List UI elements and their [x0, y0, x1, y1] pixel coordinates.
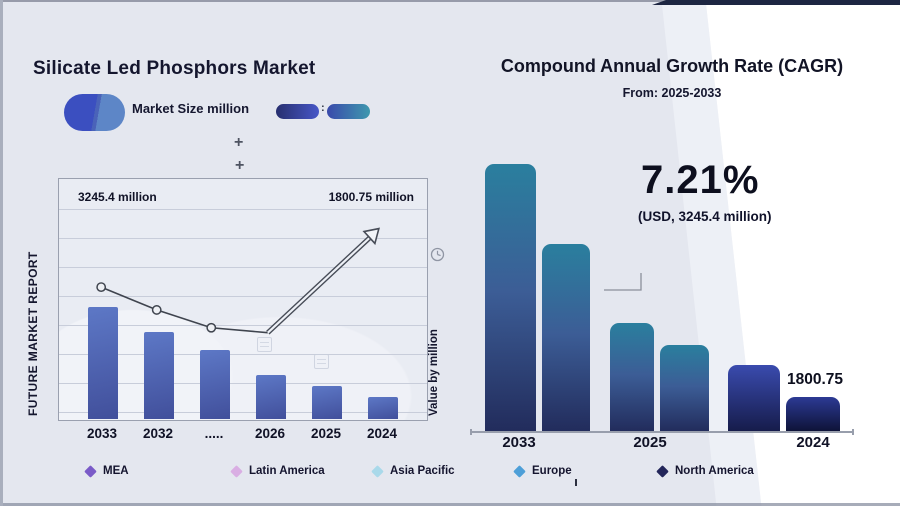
market-size-x-axis: 2033 2032..... 2026 2025 2024 — [58, 426, 428, 444]
plus-decoration-1: + — [234, 134, 244, 151]
x-label-2033: 2033 — [86, 426, 118, 441]
ratio-colon: : — [321, 102, 325, 114]
legend-item-asia-pacific: Asia Pacific — [371, 464, 455, 478]
cagr-axis-line — [470, 429, 854, 435]
market-size-chart: 3245.4 million 1800.75 million — [58, 178, 428, 421]
callout-corner-line — [604, 273, 642, 291]
gridline — [59, 325, 427, 326]
right-vertical-axis-label: Value by million — [428, 329, 440, 416]
region-legend: MEA Latin America Asia Pacific Europe North … — [0, 462, 900, 488]
legend-diamond-icon — [84, 464, 97, 478]
legend-label: North America — [675, 465, 754, 477]
legend-diamond-icon — [513, 464, 526, 478]
market-bar-2026 — [256, 375, 286, 419]
plus-decoration-2: + — [235, 157, 245, 174]
cagr-x-label-2025: 2025 — [633, 434, 667, 451]
end-value-label: 1800.75 million — [328, 190, 414, 204]
legend-item-latin-america: Latin America — [230, 464, 325, 478]
legend-item-mea: MEA — [84, 464, 129, 478]
market-size-label: Market Size million — [132, 101, 250, 116]
cagr-bar-2024-1 — [728, 365, 780, 431]
left-edge-line — [0, 0, 3, 506]
x-label-.....: ..... — [204, 426, 224, 441]
cagr-bar-2025-1 — [610, 323, 654, 431]
top-edge-line — [0, 0, 900, 2]
start-value-label: 3245.4 million — [78, 190, 157, 204]
legend-label: Asia Pacific — [390, 465, 455, 477]
cagr-bar-2025-2 — [660, 345, 709, 431]
clock-icon — [430, 247, 445, 262]
gridline — [59, 383, 427, 384]
legend-diamond-icon — [371, 464, 384, 478]
legend-label: Latin America — [249, 465, 325, 477]
market-size-pill-icon — [64, 94, 125, 131]
ratio-pill-right-icon — [327, 104, 370, 119]
gridline — [59, 412, 427, 413]
legend-diamond-icon — [230, 464, 243, 478]
legend-label: MEA — [103, 465, 129, 477]
x-label-2025: 2025 — [310, 426, 342, 441]
market-bar-2025 — [312, 386, 342, 419]
gridline — [59, 296, 427, 297]
gridline — [59, 354, 427, 355]
cagr-bar-2033-1 — [485, 164, 536, 431]
gridline — [59, 209, 427, 210]
bottom-tick-mark — [575, 479, 577, 486]
top-right-dark-strip — [652, 0, 900, 5]
gridline — [59, 238, 427, 239]
market-bar-2024 — [368, 397, 398, 419]
watermark-grid-icon — [257, 337, 272, 352]
market-bar-..... — [200, 350, 230, 419]
legend-label: Europe — [532, 465, 572, 477]
cagr-x-label-2024: 2024 — [796, 434, 830, 451]
gridline — [59, 267, 427, 268]
cagr-value: 7.21% — [641, 158, 760, 202]
ratio-pill-left-icon — [276, 104, 319, 119]
market-bar-2033 — [88, 307, 118, 419]
cagr-note: (USD, 3245.4 million) — [638, 209, 772, 224]
market-bar-2032 — [144, 332, 174, 419]
cagr-subtitle: From: 2025-2033 — [622, 86, 722, 100]
x-label-2024: 2024 — [366, 426, 398, 441]
x-label-2026: 2026 — [254, 426, 286, 441]
bottom-edge-line — [0, 503, 900, 506]
legend-item-north-america: North America — [656, 464, 754, 478]
page-title: Silicate Led Phosphors Market — [33, 58, 316, 79]
cagr-end-value: 1800.75 — [787, 371, 844, 388]
cagr-x-label-2033: 2033 — [502, 434, 536, 451]
cagr-bar-2024-2 — [786, 397, 840, 431]
legend-diamond-icon — [656, 464, 669, 478]
left-vertical-axis-label: FUTURE MARKET REPORT — [26, 251, 40, 416]
legend-item-europe: Europe — [513, 464, 572, 478]
cagr-title: Compound Annual Growth Rate (CAGR) — [500, 56, 844, 76]
watermark-grid-icon — [314, 354, 329, 369]
trend-line-arrow — [96, 227, 380, 335]
x-label-2032: 2032 — [142, 426, 174, 441]
cagr-bar-2033-2 — [542, 244, 590, 431]
